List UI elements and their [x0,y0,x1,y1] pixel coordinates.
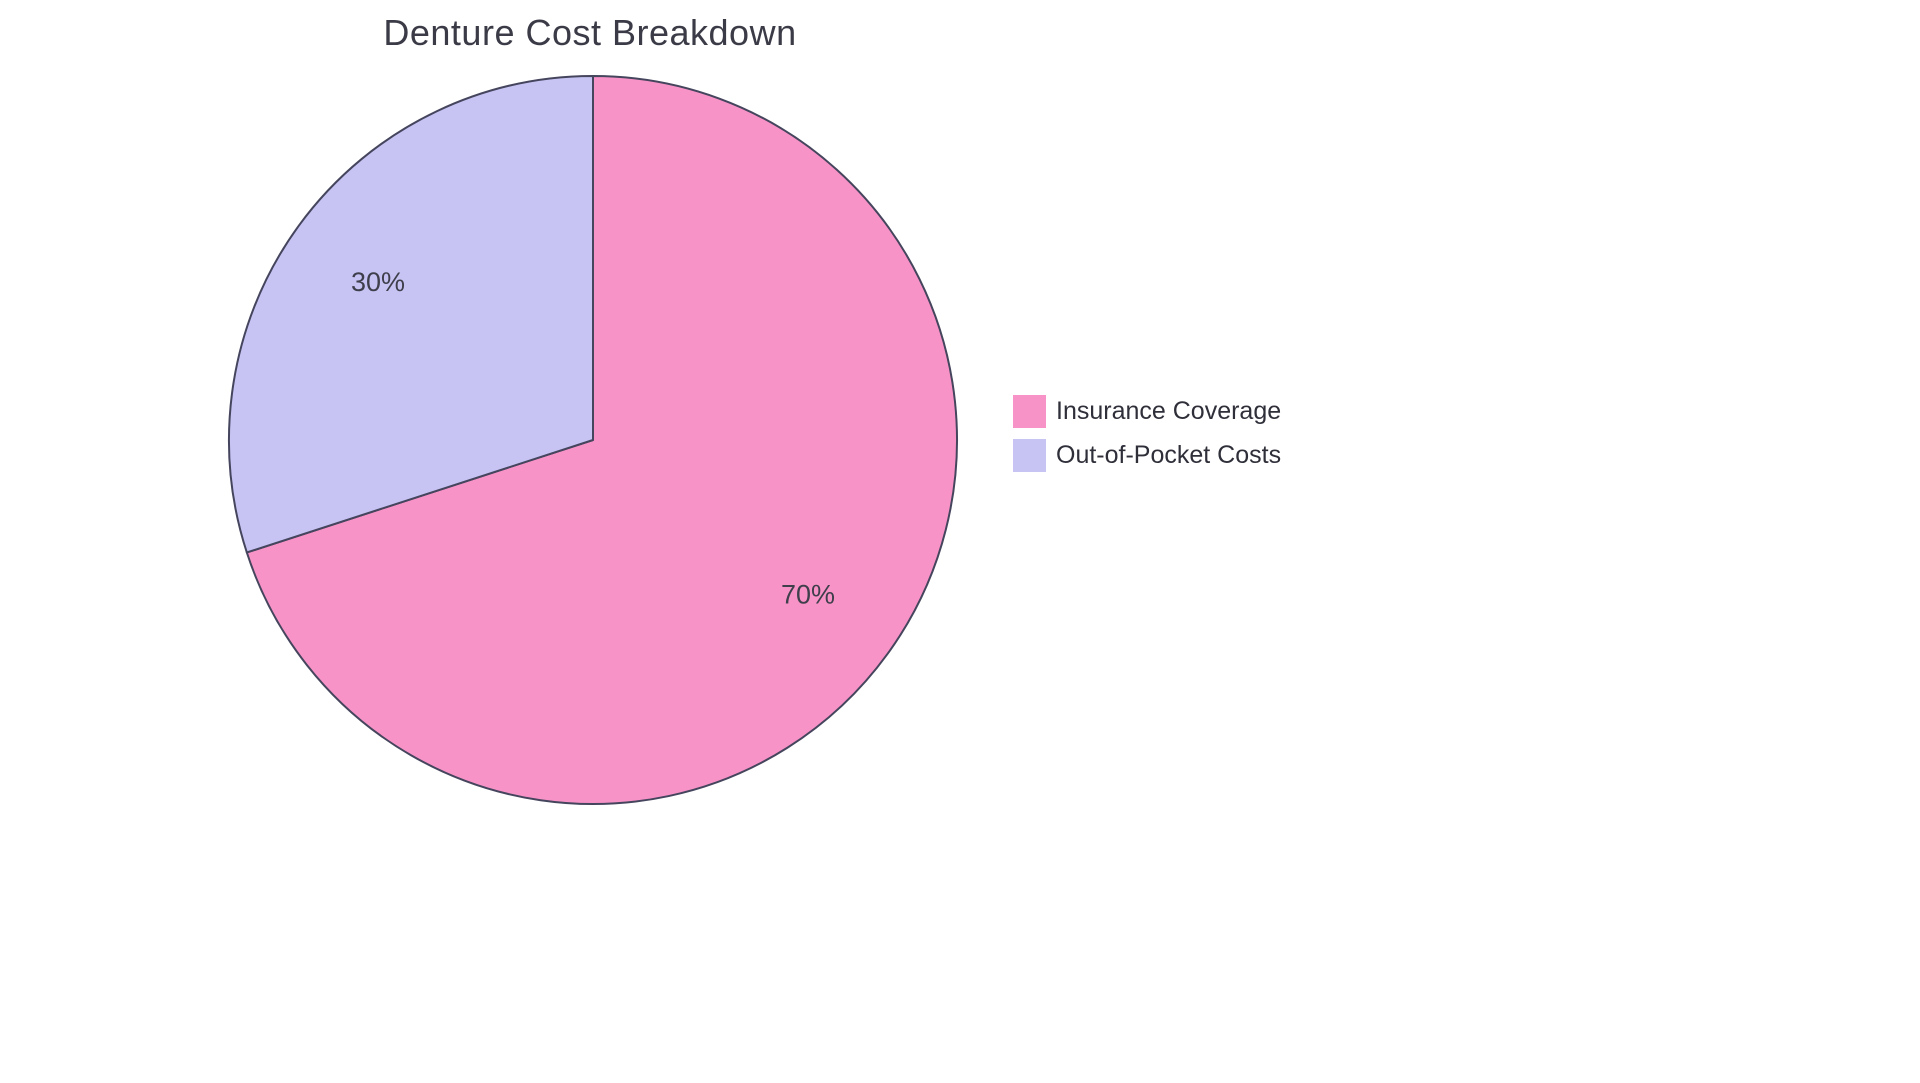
legend-label-insurance-coverage: Insurance Coverage [1056,397,1282,425]
chart-title: Denture Cost Breakdown [383,12,797,53]
legend: Insurance Coverage Out-of-Pocket Costs [1013,395,1281,472]
pie-slice-insurance-coverage [245,75,959,805]
legend-swatch-out-of-pocket-costs [1013,439,1046,472]
pie-percent-label-out-of-pocket-costs: 30% [351,267,405,297]
legend-item-insurance-coverage: Insurance Coverage [1013,395,1281,428]
legend-swatch-insurance-coverage [1013,395,1046,428]
pie-percent-label-insurance-coverage: 70% [781,579,835,609]
legend-label-out-of-pocket-costs: Out-of-Pocket Costs [1056,441,1282,469]
pie-slice-out-of-pocket-costs [228,75,594,554]
legend-item-out-of-pocket-costs: Out-of-Pocket Costs [1013,439,1281,472]
